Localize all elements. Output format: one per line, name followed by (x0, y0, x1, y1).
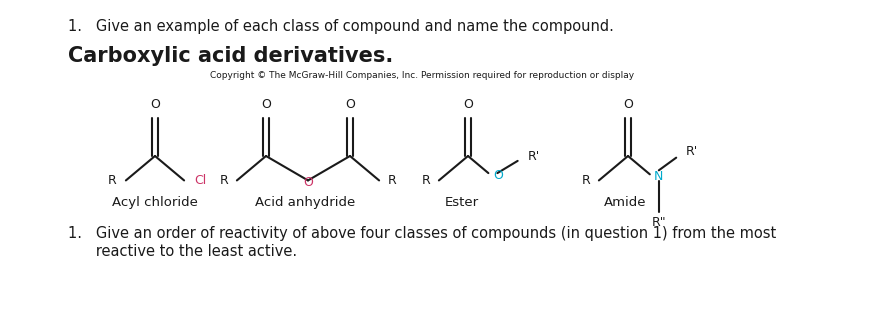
Text: O: O (493, 168, 503, 181)
Text: Ester: Ester (445, 196, 480, 209)
Text: Acid anhydride: Acid anhydride (255, 196, 355, 209)
Text: 1.   Give an example of each class of compound and name the compound.: 1. Give an example of each class of comp… (68, 19, 614, 34)
Text: R: R (220, 174, 228, 187)
Text: R: R (422, 174, 430, 187)
Text: R: R (108, 174, 116, 187)
Text: Cl: Cl (194, 174, 206, 187)
Text: R: R (582, 174, 591, 187)
Text: O: O (623, 98, 633, 110)
Text: O: O (150, 98, 160, 110)
Text: R: R (388, 174, 396, 187)
Text: Acyl chloride: Acyl chloride (112, 196, 198, 209)
Text: N: N (654, 170, 663, 183)
Text: Carboxylic acid derivatives.: Carboxylic acid derivatives. (68, 46, 393, 66)
Text: R': R' (686, 145, 698, 158)
Text: 1.   Give an order of reactivity of above four classes of compounds (in question: 1. Give an order of reactivity of above … (68, 226, 776, 241)
Text: O: O (303, 176, 313, 189)
Text: R": R" (652, 216, 666, 229)
Text: R': R' (528, 150, 540, 163)
Text: Amide: Amide (604, 196, 647, 209)
Text: O: O (261, 98, 271, 110)
Text: reactive to the least active.: reactive to the least active. (68, 244, 298, 259)
Text: O: O (345, 98, 355, 110)
Text: O: O (463, 98, 473, 110)
Text: Copyright © The McGraw-Hill Companies, Inc. Permission required for reproduction: Copyright © The McGraw-Hill Companies, I… (210, 71, 634, 80)
